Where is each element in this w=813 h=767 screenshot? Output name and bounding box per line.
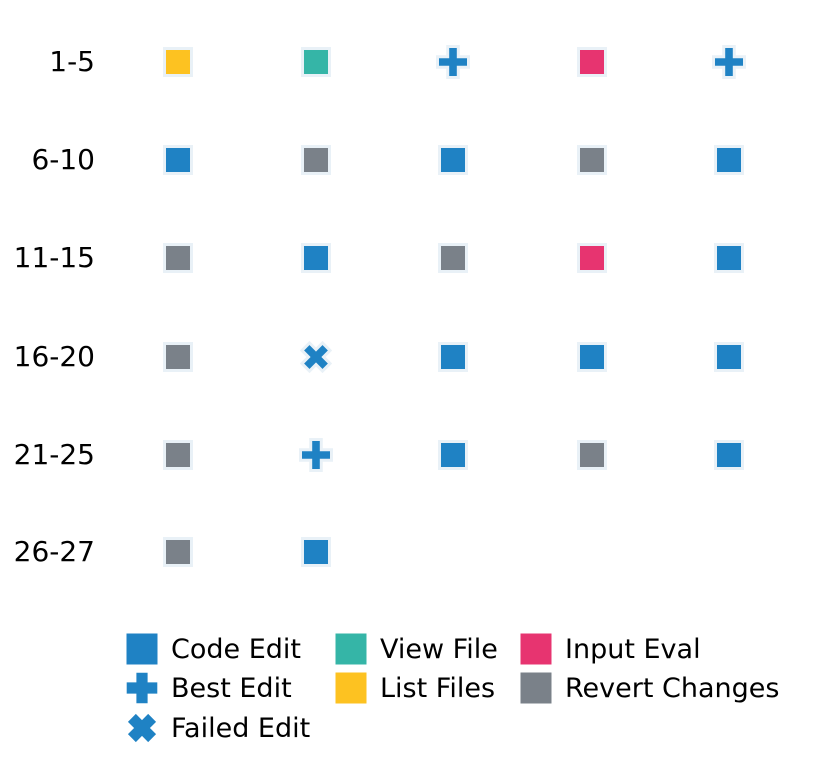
legend-item-revert-changes: Revert Changes	[520, 672, 779, 704]
code-edit-swatch-icon	[126, 633, 158, 665]
legend-label: List Files	[380, 672, 496, 704]
marker-revert-changes	[296, 140, 336, 180]
marker-list-files	[158, 42, 198, 82]
legend-item-failed-edit: Failed Edit	[126, 712, 310, 744]
legend-label: Input Eval	[565, 633, 701, 665]
legend-item-list-files: List Files	[335, 672, 495, 704]
row-label: 6-10	[31, 143, 95, 176]
marker-revert-changes	[433, 238, 473, 278]
marker-input-eval	[572, 42, 612, 82]
marker-code-edit	[296, 532, 336, 572]
marker-revert-changes	[158, 337, 198, 377]
marker-revert-changes	[572, 435, 612, 475]
legend-label: Failed Edit	[171, 712, 311, 744]
marker-revert-changes	[158, 435, 198, 475]
marker-best-edit	[709, 42, 749, 82]
row-label: 11-15	[13, 241, 95, 274]
marker-code-edit	[433, 337, 473, 377]
legend-label: Code Edit	[171, 633, 301, 665]
legend-item-input-eval: Input Eval	[520, 633, 701, 665]
legend-item-code-edit: Code Edit	[126, 633, 301, 665]
marker-code-edit	[158, 140, 198, 180]
marker-code-edit	[709, 435, 749, 475]
view-file-swatch-icon	[335, 633, 367, 665]
marker-code-edit	[709, 140, 749, 180]
failed-edit-swatch-icon	[126, 712, 158, 744]
legend-item-best-edit: Best Edit	[126, 672, 292, 704]
marker-code-edit	[433, 435, 473, 475]
marker-failed-edit	[296, 337, 336, 377]
marker-code-edit	[572, 337, 612, 377]
list-files-swatch-icon	[335, 672, 367, 704]
marker-revert-changes	[572, 140, 612, 180]
row-label: 21-25	[13, 438, 95, 471]
legend-label: View File	[380, 633, 498, 665]
row-label: 26-27	[13, 535, 95, 568]
marker-input-eval	[572, 238, 612, 278]
marker-code-edit	[709, 337, 749, 377]
marker-revert-changes	[158, 532, 198, 572]
revert-changes-swatch-icon	[520, 672, 552, 704]
input-eval-swatch-icon	[520, 633, 552, 665]
marker-revert-changes	[158, 238, 198, 278]
legend-label: Revert Changes	[565, 672, 780, 704]
marker-best-edit	[433, 42, 473, 82]
legend-label: Best Edit	[171, 672, 292, 704]
marker-code-edit	[433, 140, 473, 180]
marker-code-edit	[709, 238, 749, 278]
best-edit-swatch-icon	[126, 672, 158, 704]
marker-best-edit	[296, 435, 336, 475]
marker-view-file	[296, 42, 336, 82]
row-label: 1-5	[49, 45, 95, 78]
row-label: 16-20	[13, 340, 95, 373]
legend-item-view-file: View File	[335, 633, 498, 665]
marker-code-edit	[296, 238, 336, 278]
